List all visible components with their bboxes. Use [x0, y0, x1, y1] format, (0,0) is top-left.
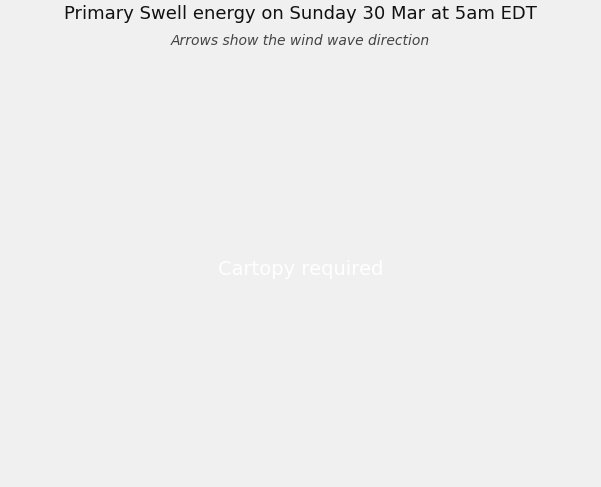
Text: Cartopy required: Cartopy required [218, 260, 383, 279]
Text: Primary Swell energy on Sunday 30 Mar at 5am EDT: Primary Swell energy on Sunday 30 Mar at… [64, 5, 537, 23]
Text: Arrows show the wind wave direction: Arrows show the wind wave direction [171, 34, 430, 48]
